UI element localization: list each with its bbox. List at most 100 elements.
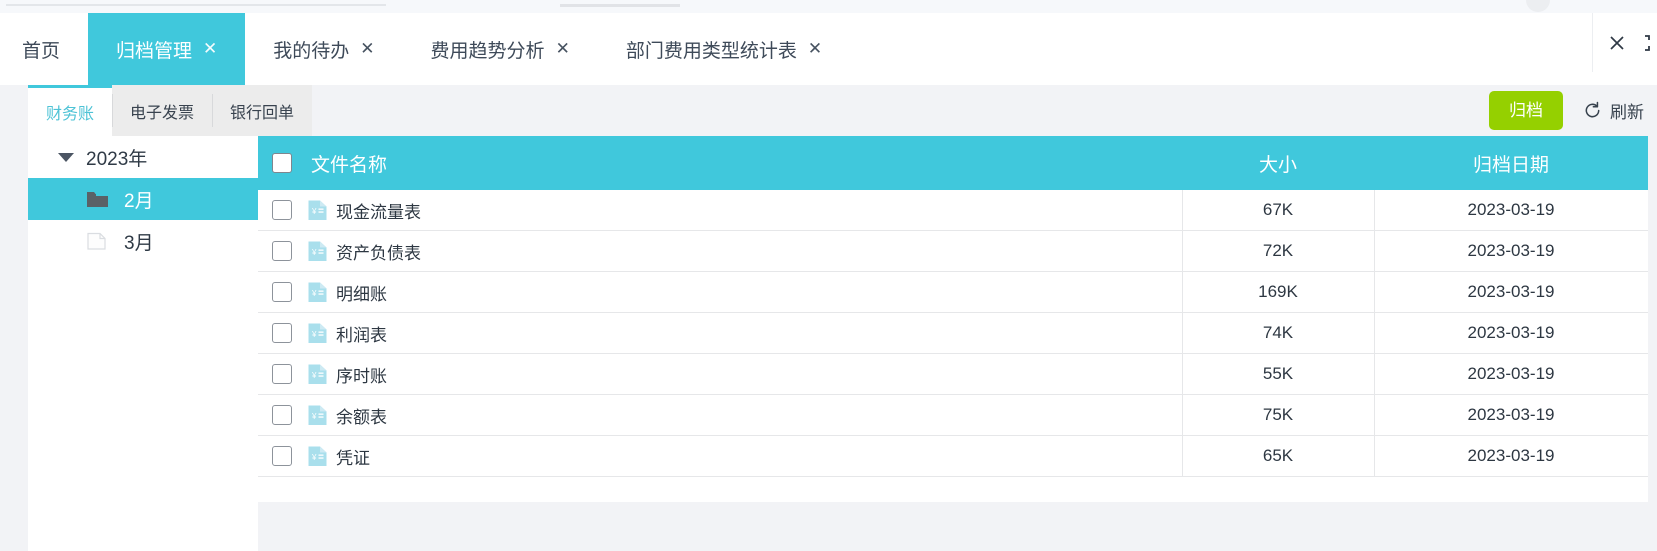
tree-node-2[interactable]: 2月: [28, 178, 258, 220]
tab-bar: 首页 归档管理 ✕ 我的待办 ✕ 费用趋势分析 ✕ 部门费用类型统计表 ✕: [0, 13, 1657, 85]
cell-size: 74K: [1182, 313, 1374, 354]
row-checkbox[interactable]: [272, 282, 292, 302]
table-row[interactable]: ¥ 明细账 169K 2023-03-19: [258, 272, 1648, 313]
row-checkbox[interactable]: [272, 405, 292, 425]
table-row[interactable]: ¥ 序时账 55K 2023-03-19: [258, 354, 1648, 395]
row-checkbox[interactable]: [272, 241, 292, 261]
tab-label: 首页: [22, 40, 61, 62]
tab-5[interactable]: 部门费用类型统计表 ✕: [598, 13, 850, 85]
yuan-document-icon: ¥: [308, 363, 327, 385]
svg-text:¥: ¥: [311, 248, 317, 257]
select-all-checkbox[interactable]: [272, 153, 292, 173]
expand-icon: [1645, 34, 1650, 51]
tab-list: 首页 归档管理 ✕ 我的待办 ✕ 费用趋势分析 ✕ 部门费用类型统计表 ✕: [0, 13, 850, 85]
cell-date: 2023-03-19: [1374, 272, 1648, 313]
cell-name: ¥ 资产负债表: [258, 239, 1182, 264]
cell-date: 2023-03-19: [1374, 395, 1648, 436]
header-cell-name: 文件名称: [258, 150, 1182, 177]
tab-label: 归档管理: [116, 40, 193, 62]
row-checkbox[interactable]: [272, 364, 292, 384]
yuan-document-icon: ¥: [308, 404, 327, 426]
sidebar-subtab-2[interactable]: 电子发票: [112, 85, 213, 136]
refresh-button[interactable]: 刷新: [1579, 92, 1648, 129]
file-name-label: 序时账: [336, 366, 387, 386]
yuan-document-icon: ¥: [308, 199, 327, 221]
table-row[interactable]: ¥ 现金流量表 67K 2023-03-19: [258, 190, 1648, 231]
file-name-label: 利润表: [336, 325, 387, 345]
tab-close-icon[interactable]: ✕: [360, 39, 375, 58]
sidebar-subtab-1[interactable]: 财务账: [28, 85, 113, 136]
file-name-label: 资产负债表: [336, 243, 421, 263]
cell-date: 2023-03-19: [1374, 313, 1648, 354]
header-label-name: 文件名称: [311, 154, 388, 176]
yuan-document-icon: ¥: [308, 240, 327, 262]
tab-label: 费用趋势分析: [430, 40, 545, 62]
cell-size: 169K: [1182, 272, 1374, 313]
cell-size: 72K: [1182, 231, 1374, 272]
work-area: 财务账 电子发票 银行回单 2023年 2月 3月 归档 刷新 文件名称 大小 归档日: [0, 85, 1657, 551]
row-checkbox[interactable]: [272, 200, 292, 220]
file-name-label: 凭证: [336, 448, 370, 468]
svg-text:¥: ¥: [311, 371, 317, 380]
table-row[interactable]: ¥ 余额表 75K 2023-03-19: [258, 395, 1648, 436]
folder-empty-icon: [86, 231, 110, 251]
tab-2[interactable]: 归档管理 ✕: [88, 13, 246, 85]
window-chrome-strip: [0, 0, 1657, 13]
tab-close-icon[interactable]: ✕: [807, 39, 823, 58]
cell-name: ¥ 序时账: [258, 362, 1182, 387]
table-row[interactable]: ¥ 资产负债表 72K 2023-03-19: [258, 231, 1648, 272]
cell-name: ¥ 现金流量表: [258, 198, 1182, 223]
tab-4[interactable]: 费用趋势分析 ✕: [403, 13, 598, 85]
table-footer: [258, 477, 1648, 502]
table-row[interactable]: ¥ 凭证 65K 2023-03-19: [258, 436, 1648, 477]
tree-node-label: 2月: [124, 190, 154, 212]
tab-1[interactable]: 首页: [0, 13, 88, 85]
folder-tree: 2023年 2月 3月: [28, 136, 258, 262]
refresh-label: 刷新: [1610, 103, 1644, 122]
expand-button[interactable]: [1641, 13, 1657, 72]
avatar: [1526, 0, 1550, 12]
file-name-label: 明细账: [336, 284, 387, 304]
header-cell-size[interactable]: 大小: [1258, 154, 1297, 176]
header-cell-date[interactable]: 归档日期: [1472, 154, 1549, 176]
tab-close-icon[interactable]: ✕: [203, 39, 218, 58]
table-body: ¥ 现金流量表 67K 2023-03-19 ¥ 资产负债表 72K 2023-03-19 ¥ 明…: [258, 190, 1648, 477]
toolbar: 归档 刷新: [1489, 85, 1648, 136]
table-header-row: 文件名称 大小 归档日期: [258, 136, 1648, 190]
archive-button[interactable]: 归档: [1489, 90, 1563, 131]
table-row[interactable]: ¥ 利润表 74K 2023-03-19: [258, 313, 1648, 354]
cell-size: 55K: [1182, 354, 1374, 395]
cell-date: 2023-03-19: [1374, 354, 1648, 395]
caret-down-icon[interactable]: [56, 147, 76, 167]
file-name-label: 余额表: [336, 407, 387, 427]
decorative-line: [560, 4, 680, 7]
file-name-label: 现金流量表: [336, 202, 421, 222]
svg-text:¥: ¥: [311, 453, 317, 462]
close-tab-button[interactable]: [1593, 13, 1641, 72]
tree-node-label: 2023年: [86, 148, 148, 170]
sidebar: 财务账 电子发票 银行回单 2023年 2月 3月: [28, 85, 313, 551]
cell-size: 65K: [1182, 436, 1374, 477]
refresh-icon: [1585, 101, 1600, 118]
window-controls: [1593, 13, 1657, 72]
cell-date: 2023-03-19: [1374, 231, 1648, 272]
close-icon: [1610, 35, 1624, 50]
sidebar-subtab-list: 财务账 电子发票 银行回单: [28, 85, 313, 136]
svg-text:¥: ¥: [311, 412, 317, 421]
row-checkbox[interactable]: [272, 446, 292, 466]
row-checkbox[interactable]: [272, 323, 292, 343]
tab-close-icon[interactable]: ✕: [555, 39, 570, 58]
sidebar-subtab-label: 银行回单: [230, 104, 295, 122]
file-table: 文件名称 大小 归档日期 ¥ 现金流量表 67K 2023-03-19 ¥ 资产负债表 72…: [258, 136, 1648, 502]
main-panel: 归档 刷新 文件名称 大小 归档日期 ¥ 现金流量表 67K 2023-03-19 ¥ 资…: [258, 85, 1657, 551]
svg-text:¥: ¥: [311, 289, 317, 298]
tree-node-1[interactable]: 2023年: [28, 136, 258, 178]
yuan-document-icon: ¥: [308, 281, 327, 303]
cell-name: ¥ 利润表: [258, 321, 1182, 346]
left-rail: [0, 85, 28, 551]
svg-text:¥: ¥: [311, 207, 317, 216]
sidebar-subtab-label: 财务账: [46, 106, 95, 123]
sidebar-subtab-3[interactable]: 银行回单: [212, 85, 313, 136]
tab-3[interactable]: 我的待办 ✕: [245, 13, 402, 85]
tree-node-3[interactable]: 3月: [28, 220, 258, 262]
